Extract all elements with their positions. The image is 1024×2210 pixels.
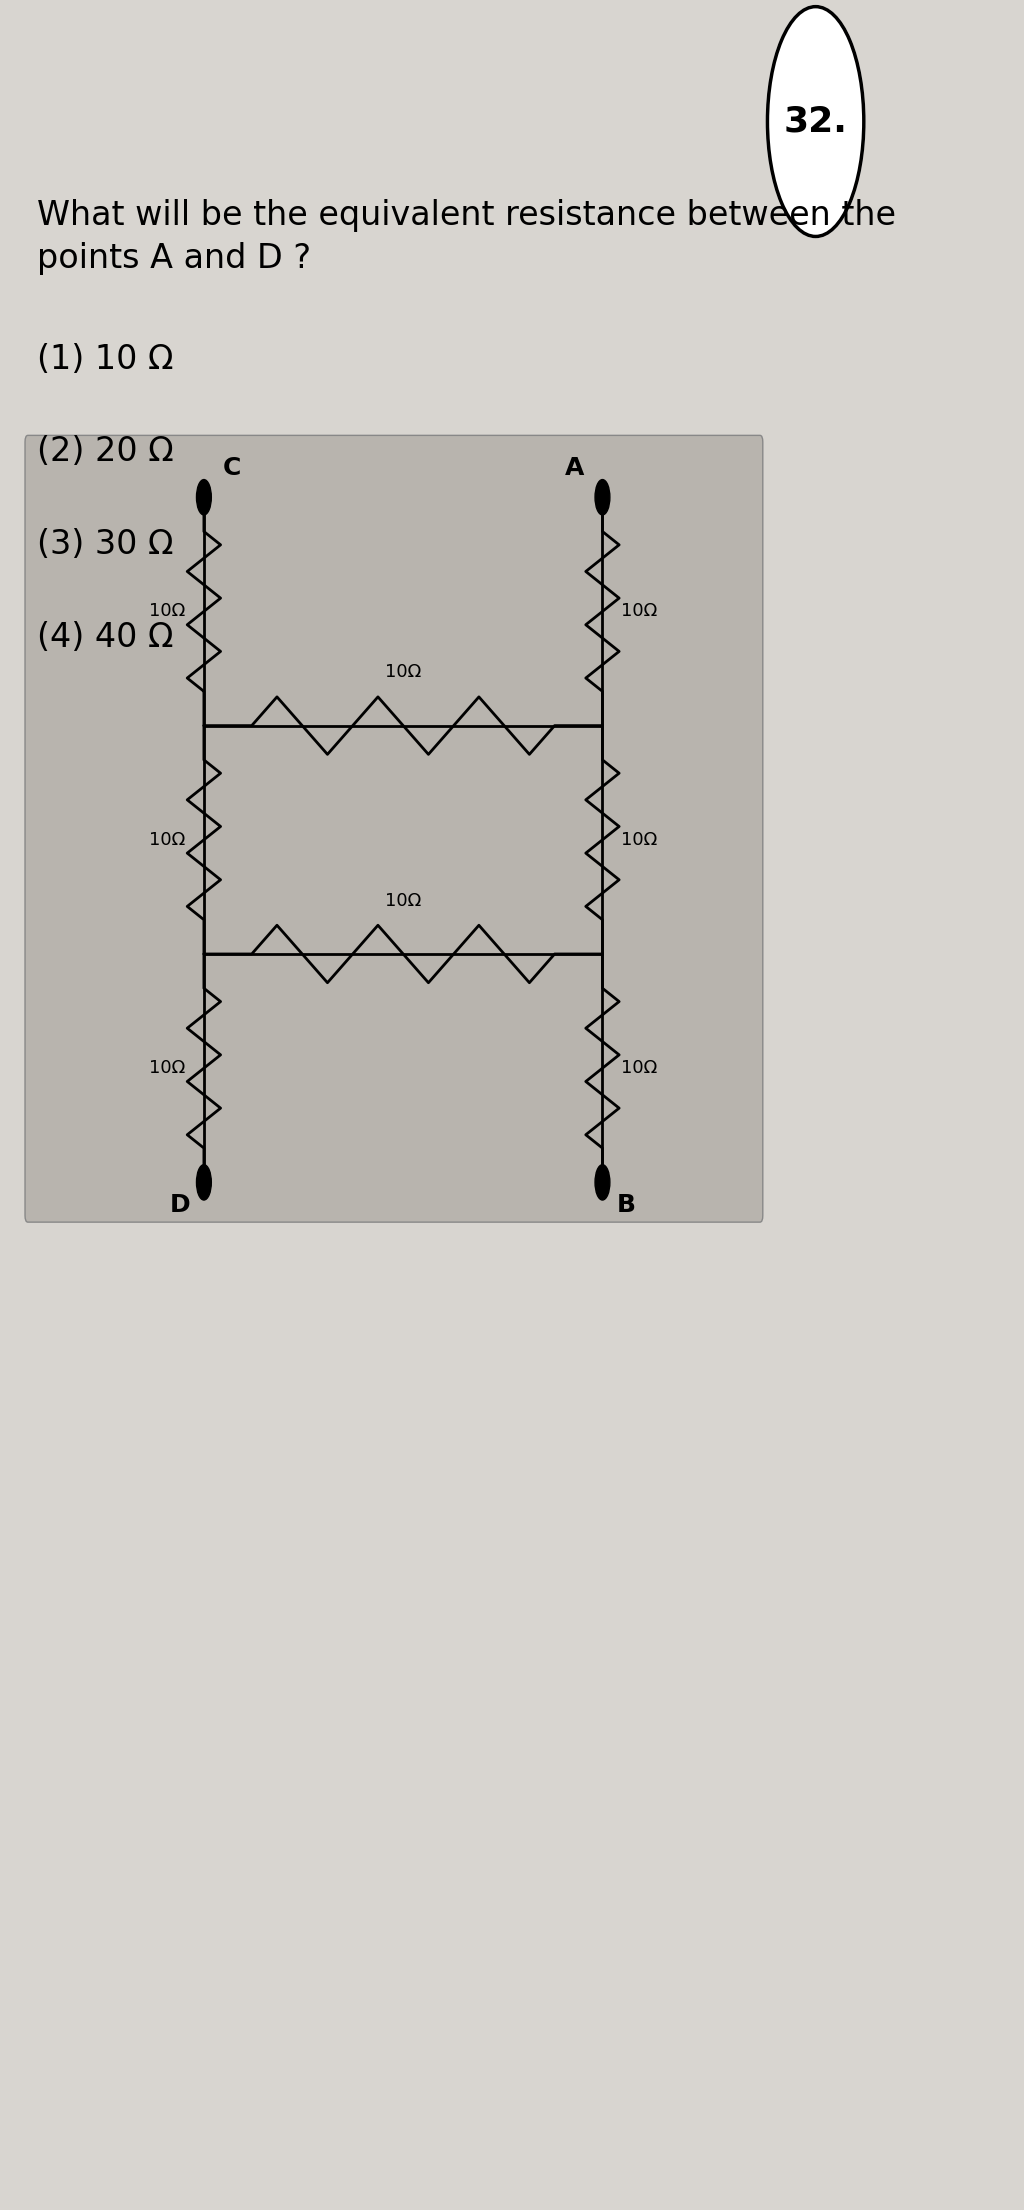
Text: C: C [222,455,241,480]
Text: 10Ω: 10Ω [150,603,185,621]
Text: 10Ω: 10Ω [385,663,421,681]
Text: A: A [564,455,584,480]
FancyBboxPatch shape [25,435,763,1222]
Text: 10Ω: 10Ω [621,1059,657,1076]
Text: (2) 20 Ω: (2) 20 Ω [37,435,174,469]
Text: 32.: 32. [783,104,848,139]
Circle shape [595,480,610,515]
Text: (1) 10 Ω: (1) 10 Ω [37,343,174,376]
Circle shape [767,7,864,236]
Text: B: B [616,1193,635,1218]
Text: 10Ω: 10Ω [621,831,657,849]
Text: 10Ω: 10Ω [385,893,421,911]
Circle shape [197,1165,211,1200]
Circle shape [595,1165,610,1200]
Circle shape [197,480,211,515]
Text: What will be the equivalent resistance between the
points A and D ?: What will be the equivalent resistance b… [37,199,896,276]
Text: 10Ω: 10Ω [150,831,185,849]
Text: D: D [169,1193,190,1218]
Text: 10Ω: 10Ω [150,1059,185,1076]
Text: (4) 40 Ω: (4) 40 Ω [37,621,174,654]
Text: 10Ω: 10Ω [621,603,657,621]
Text: (3) 30 Ω: (3) 30 Ω [37,528,174,561]
